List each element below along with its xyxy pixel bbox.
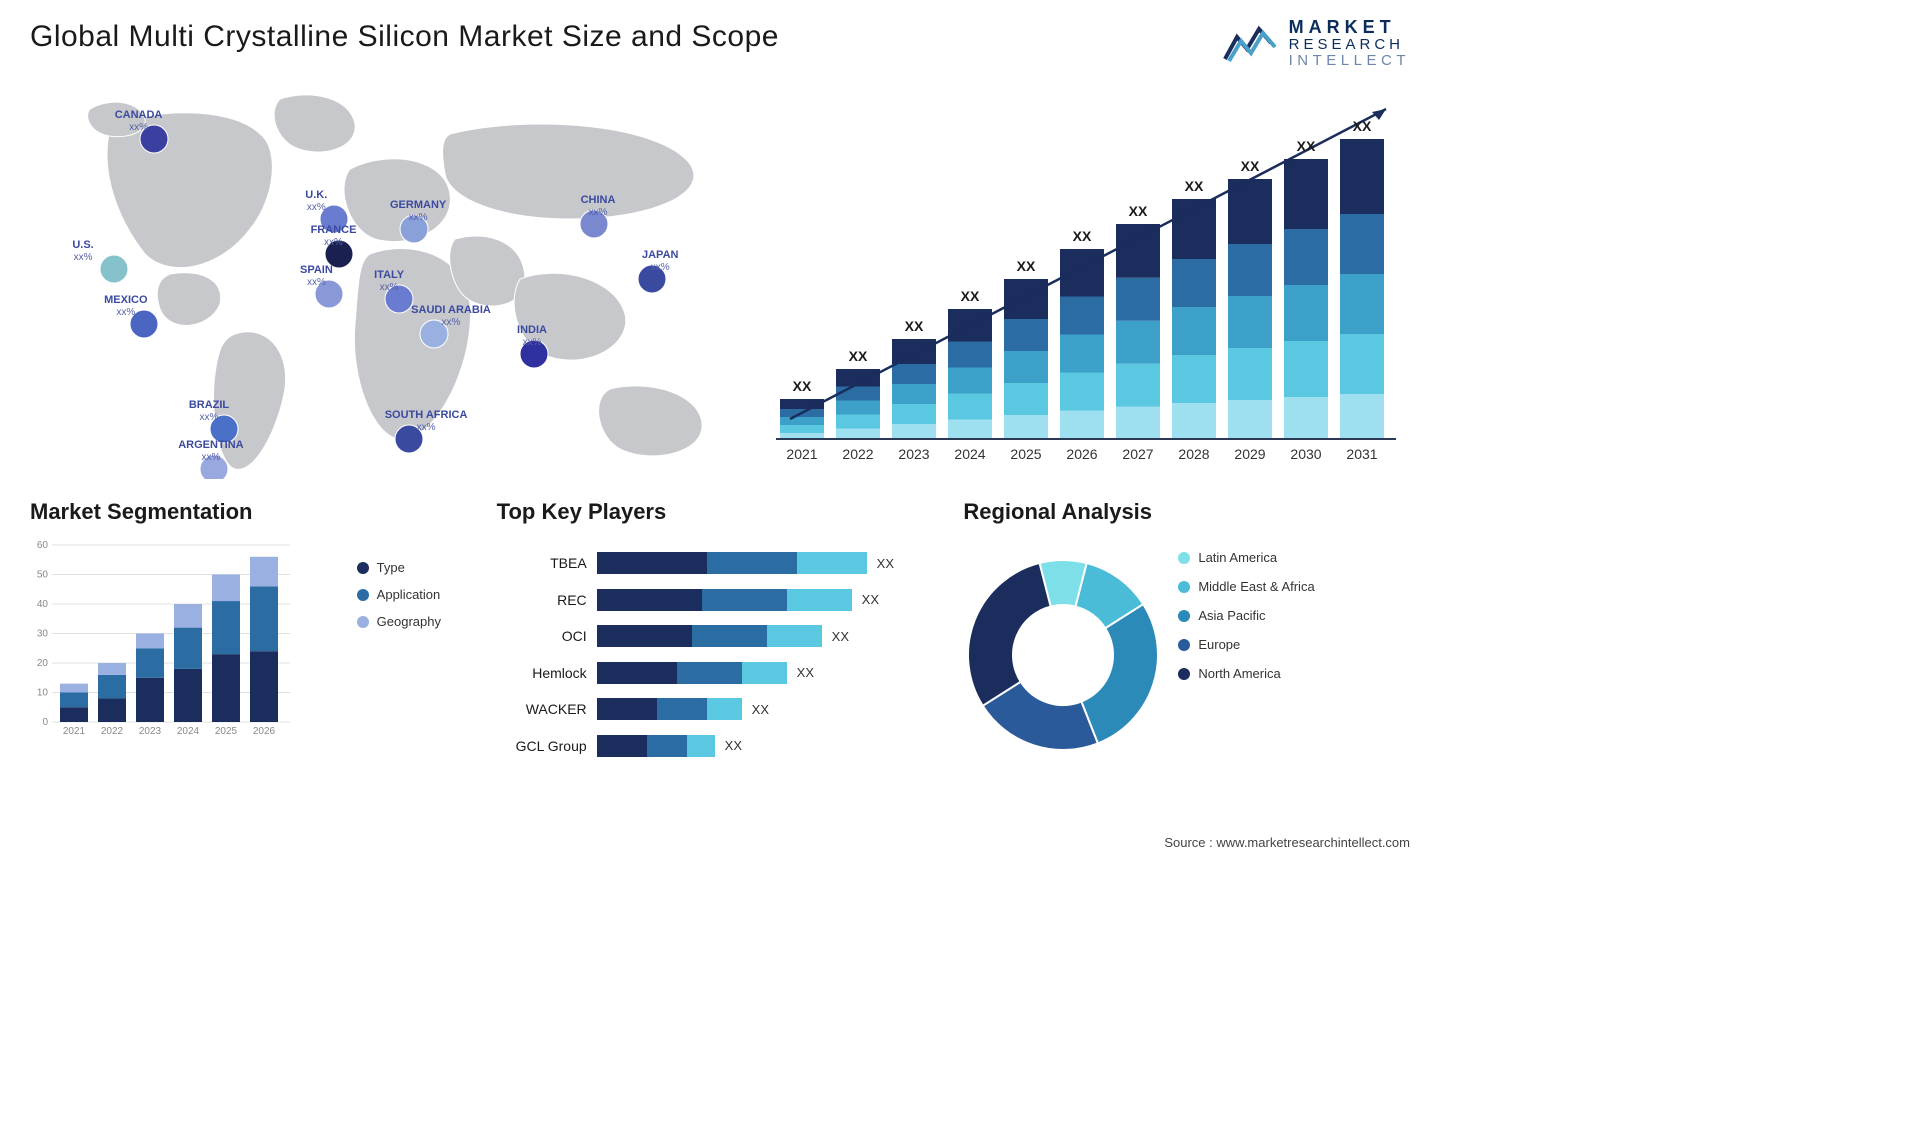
- svg-text:50: 50: [37, 570, 49, 581]
- svg-text:XX: XX: [1017, 258, 1036, 274]
- player-label: GCL Group: [497, 738, 587, 754]
- map-label-south-africa: SOUTH AFRICAxx%: [385, 409, 468, 433]
- player-bar-row: XX: [597, 552, 944, 574]
- player-label: TBEA: [497, 555, 587, 571]
- map-label-italy: ITALYxx%: [374, 269, 404, 293]
- logo-line1: MARKET: [1289, 18, 1410, 37]
- player-bar-row: XX: [597, 735, 944, 757]
- svg-text:2024: 2024: [954, 446, 985, 462]
- players-title: Top Key Players: [497, 499, 944, 525]
- svg-text:2030: 2030: [1290, 446, 1321, 462]
- svg-text:2031: 2031: [1346, 446, 1377, 462]
- map-label-france: FRANCExx%: [311, 224, 357, 248]
- svg-text:2021: 2021: [786, 446, 817, 462]
- svg-text:2029: 2029: [1234, 446, 1265, 462]
- player-bar-row: XX: [597, 589, 944, 611]
- region-legend-item: Middle East & Africa: [1178, 579, 1410, 594]
- svg-text:2025: 2025: [1010, 446, 1041, 462]
- svg-text:40: 40: [37, 599, 49, 610]
- svg-text:XX: XX: [793, 378, 812, 394]
- logo-icon: [1223, 23, 1279, 63]
- svg-text:30: 30: [37, 629, 49, 640]
- player-label: Hemlock: [497, 665, 587, 681]
- svg-text:2027: 2027: [1122, 446, 1153, 462]
- segmentation-legend: Type Application Geography: [357, 540, 477, 769]
- segmentation-chart: 0 10 20 30 40 50 60 2021 2022 2023 2024 2025 2026: [30, 540, 342, 769]
- svg-text:XX: XX: [1185, 178, 1204, 194]
- map-label-japan: JAPANxx%: [642, 249, 678, 273]
- page-title: Global Multi Crystalline Silicon Market …: [30, 20, 1410, 54]
- svg-text:2026: 2026: [253, 726, 276, 737]
- map-label-mexico: MEXICOxx%: [104, 294, 147, 318]
- regional-donut: [963, 555, 1163, 755]
- svg-text:2028: 2028: [1178, 446, 1209, 462]
- logo-line2: RESEARCH: [1289, 37, 1410, 53]
- svg-text:XX: XX: [849, 348, 868, 364]
- svg-text:2021: 2021: [63, 726, 86, 737]
- svg-text:2023: 2023: [898, 446, 929, 462]
- svg-text:XX: XX: [905, 318, 924, 334]
- map-label-canada: CANADAxx%: [115, 109, 163, 133]
- svg-text:XX: XX: [1241, 158, 1260, 174]
- svg-text:20: 20: [37, 658, 49, 669]
- region-legend-item: North America: [1178, 666, 1410, 681]
- map-label-u-s-: U.S.xx%: [72, 239, 93, 263]
- svg-text:XX: XX: [1073, 228, 1092, 244]
- map-label-germany: GERMANYxx%: [390, 199, 446, 223]
- region-legend-item: Asia Pacific: [1178, 608, 1410, 623]
- map-label-argentina: ARGENTINAxx%: [178, 439, 243, 463]
- growth-chart: 2021 2022 2023 2024 2025 2026 2027 2028 2029 2030…: [770, 79, 1410, 479]
- svg-text:60: 60: [37, 540, 49, 551]
- svg-text:2025: 2025: [215, 726, 238, 737]
- svg-text:2023: 2023: [139, 726, 162, 737]
- svg-text:10: 10: [37, 688, 49, 699]
- player-label: REC: [497, 592, 587, 608]
- regional-donut-wrap: [963, 540, 1163, 769]
- growth-chart-panel: 2021 2022 2023 2024 2025 2026 2027 2028 2029 2030…: [770, 79, 1410, 479]
- map-label-brazil: BRAZILxx%: [189, 399, 229, 423]
- map-label-spain: SPAINxx%: [300, 264, 333, 288]
- players-bars: XX XX XX XX XX XX: [597, 540, 944, 769]
- svg-text:XX: XX: [1353, 118, 1372, 134]
- segmentation-title: Market Segmentation: [30, 499, 477, 525]
- seg-legend-application: Application: [357, 587, 477, 602]
- player-label: OCI: [497, 628, 587, 644]
- player-label: WACKER: [497, 701, 587, 717]
- world-map-panel: CANADAxx% U.S.xx% MEXICOxx% BRAZILxx% ARGENT…: [30, 79, 750, 479]
- svg-text:2022: 2022: [842, 446, 873, 462]
- regional-title: Regional Analysis: [963, 499, 1410, 525]
- seg-legend-type: Type: [357, 560, 477, 575]
- player-bar-row: XX: [597, 698, 944, 720]
- svg-text:XX: XX: [1297, 138, 1316, 154]
- logo-line3: INTELLECT: [1289, 53, 1410, 69]
- segmentation-panel: Market Segmentation 0 10 20 30 40 50 60 2021 202…: [30, 499, 477, 769]
- map-label-china: CHINAxx%: [581, 194, 616, 218]
- region-legend-item: Europe: [1178, 637, 1410, 652]
- map-label-saudi-arabia: SAUDI ARABIAxx%: [411, 304, 491, 328]
- svg-text:2026: 2026: [1066, 446, 1097, 462]
- map-label-india: INDIAxx%: [517, 324, 547, 348]
- source-attribution: Source : www.marketresearchintellect.com: [1164, 835, 1410, 850]
- svg-text:XX: XX: [961, 288, 980, 304]
- players-panel: Top Key Players TBEA REC OCI Hemlock WACKER G…: [497, 499, 944, 769]
- svg-text:0: 0: [42, 717, 48, 728]
- regional-legend: Latin America Middle East & Africa Asia Pa…: [1178, 540, 1410, 769]
- region-legend-item: Latin America: [1178, 550, 1410, 565]
- map-label-u-k-: U.K.xx%: [305, 189, 327, 213]
- player-bar-row: XX: [597, 625, 944, 647]
- svg-text:2022: 2022: [101, 726, 124, 737]
- player-bar-row: XX: [597, 662, 944, 684]
- svg-text:XX: XX: [1129, 203, 1148, 219]
- brand-logo: MARKET RESEARCH INTELLECT: [1223, 18, 1410, 68]
- seg-legend-geography: Geography: [357, 614, 477, 629]
- svg-text:2024: 2024: [177, 726, 200, 737]
- regional-panel: Regional Analysis Latin America Middle Ea…: [963, 499, 1410, 769]
- players-labels: TBEA REC OCI Hemlock WACKER GCL Group: [497, 540, 587, 769]
